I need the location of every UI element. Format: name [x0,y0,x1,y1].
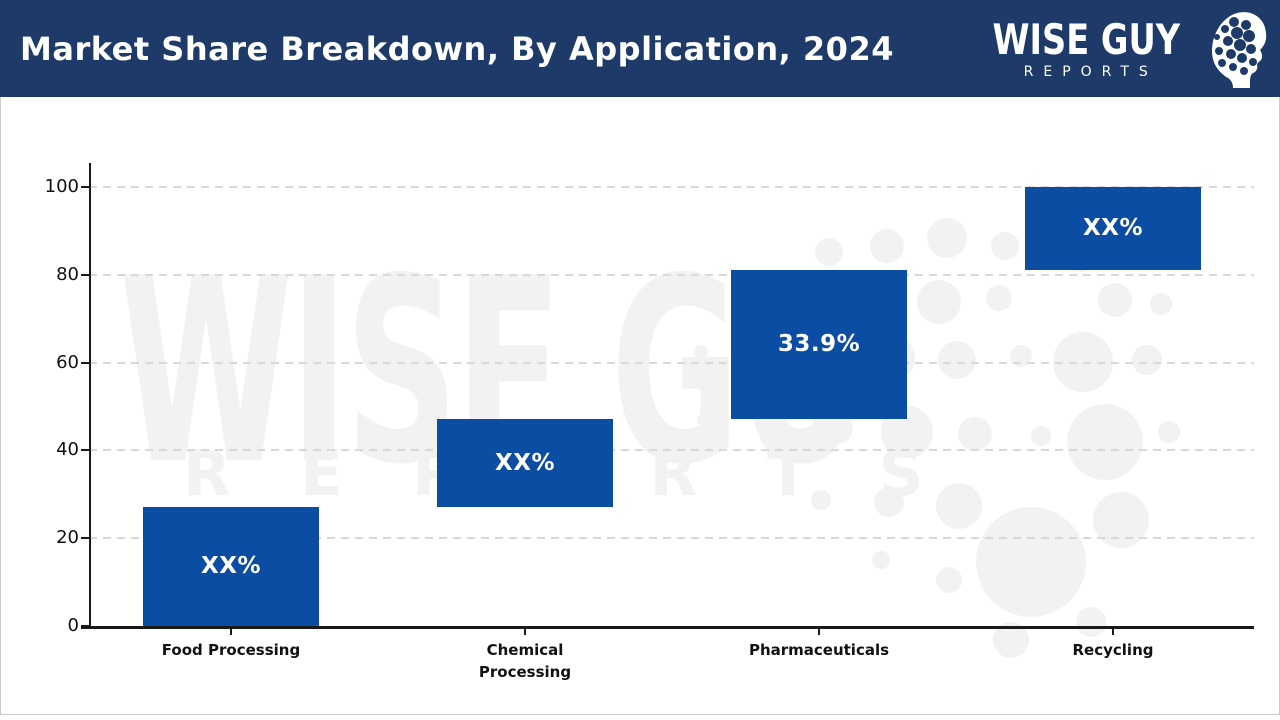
waterfall-bar-0: XX% [143,506,319,626]
bar-value-label: XX% [494,449,555,476]
wiseguy-logo: WISE GUY REPORTS [969,6,1270,92]
y-tick-label: 100 [44,176,79,197]
x-tick-mark [818,629,820,635]
waterfall-bar-2: 33.9% [731,269,907,419]
x-tick-mark [524,629,526,635]
bar-value-label: 33.9% [777,331,861,358]
y-gridline [89,361,1254,364]
y-gridline [89,273,1254,276]
y-gridline [89,537,1254,540]
x-category-label: Chemical Processing [478,641,572,681]
y-tick-label: 0 [67,615,79,636]
x-tick-mark [1112,629,1114,635]
y-tick-label: 40 [56,439,79,461]
y-tick-mark [81,537,89,540]
y-tick-label: 60 [56,351,79,373]
logo-subtitle: REPORTS [1023,63,1158,80]
bar-value-label: XX% [200,553,261,580]
logo-wordmark: WISE GUY [992,14,1181,64]
waterfall-bar-3: XX% [1025,187,1201,270]
logo-text: WISE GUY REPORTS [969,14,1204,80]
y-tick-label: 80 [56,263,79,285]
x-axis-line [81,626,1254,629]
page-title: Market Share Breakdown, By Application, … [20,29,894,68]
x-category-label: Pharmaceuticals [748,641,890,659]
y-tick-mark [81,361,89,364]
y-tick-label: 20 [56,527,79,549]
y-gridline [89,449,1254,452]
bar-value-label: XX% [1082,215,1143,242]
y-tick-mark [81,186,89,188]
y-tick-mark [81,449,89,452]
header-bar: Market Share Breakdown, By Application, … [0,0,1280,97]
x-category-label: Food Processing [161,641,301,659]
y-axis-line [89,163,91,628]
waterfall-bar-1: XX% [437,418,613,507]
x-tick-mark [230,629,232,635]
y-gridline [89,186,1254,188]
wiseguy-head-icon [1212,12,1267,88]
x-category-label: Recycling [1072,641,1154,659]
chart-area: WISE GU R E P O R T S 020406080100XX%Foo… [0,97,1280,715]
y-tick-mark [81,273,89,276]
